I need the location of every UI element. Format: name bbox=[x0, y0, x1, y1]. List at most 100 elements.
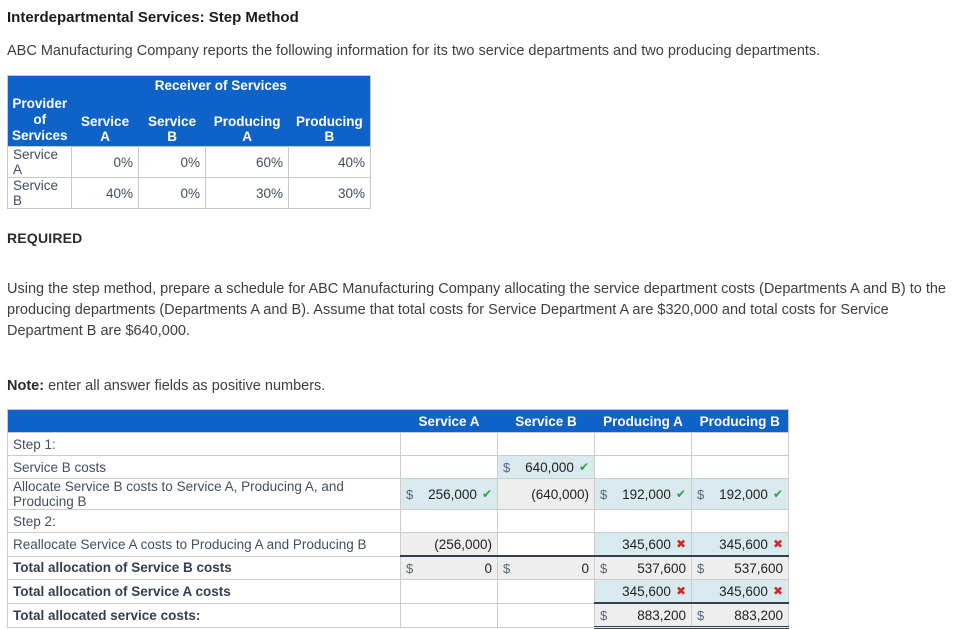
cell-value: (640,000) bbox=[531, 486, 589, 502]
correct-icon: ✔ bbox=[772, 487, 783, 501]
cell-value: 0 bbox=[484, 560, 492, 576]
incorrect-icon: ✖ bbox=[675, 537, 686, 551]
cell-content: (640,000) bbox=[498, 483, 594, 505]
answer-input-cell[interactable]: $256,000 ✔ bbox=[400, 478, 498, 510]
cell-value: 640,000 bbox=[525, 459, 574, 475]
cell-content bbox=[692, 510, 788, 532]
calculated-cell: (640,000) bbox=[497, 478, 595, 510]
services-matrix-table: Receiver of Services Provider of Service… bbox=[6, 75, 372, 209]
calculated-cell: $883,200 bbox=[691, 602, 789, 629]
column-header: Producing A bbox=[594, 409, 692, 433]
allocation-table-body: Step 1: Service B costs $640,000 ✔ Allocate … bbox=[7, 432, 789, 629]
cell-content bbox=[692, 456, 788, 478]
column-header-producing-a: Producing A bbox=[205, 95, 289, 147]
empty-cell bbox=[400, 455, 498, 479]
row-label: Total allocation of Service A costs bbox=[7, 579, 401, 604]
matrix-cell: 30% bbox=[288, 177, 372, 209]
matrix-cell: 60% bbox=[205, 146, 290, 178]
cell-content bbox=[401, 510, 497, 532]
dollar-sign: $ bbox=[406, 560, 414, 576]
dollar-sign: $ bbox=[600, 560, 608, 576]
empty-cell bbox=[400, 432, 498, 456]
incorrect-icon: ✖ bbox=[772, 584, 783, 598]
cell-content bbox=[595, 433, 691, 455]
empty-cell bbox=[400, 579, 498, 604]
cell-content bbox=[692, 433, 788, 455]
row-label: Allocate Service B costs to Service A, P… bbox=[7, 478, 401, 510]
note-text: enter all answer fields as positive numb… bbox=[44, 378, 326, 394]
empty-cell bbox=[691, 455, 789, 479]
cell-content bbox=[401, 433, 497, 455]
column-header-service-b: Service B bbox=[138, 95, 206, 147]
cell-content: $883,200 bbox=[595, 604, 691, 626]
cell-content: $883,200 bbox=[692, 604, 788, 626]
answer-input-cell[interactable]: $192,000 ✔ bbox=[691, 478, 789, 510]
dollar-sign: $ bbox=[697, 486, 705, 502]
dollar-sign: $ bbox=[600, 607, 608, 623]
matrix-cell: 40% bbox=[288, 146, 372, 178]
cell-content: $537,600 bbox=[595, 557, 691, 579]
cell-content bbox=[595, 510, 691, 532]
cell-value: 256,000 bbox=[428, 486, 477, 502]
dollar-sign: $ bbox=[697, 560, 705, 576]
empty-cell bbox=[400, 602, 498, 628]
empty-cell bbox=[594, 509, 692, 533]
answer-input-cell[interactable]: 345,600 ✖ bbox=[594, 579, 692, 604]
answer-input-cell[interactable]: 345,600 ✖ bbox=[691, 532, 789, 557]
intro-paragraph: ABC Manufacturing Company reports the fo… bbox=[7, 43, 821, 59]
answer-input-cell[interactable]: 345,600 ✖ bbox=[691, 579, 789, 604]
cell-value: 0 bbox=[581, 560, 589, 576]
table-row: Service B 40% 0% 30% 30% bbox=[6, 177, 372, 209]
correct-icon: ✔ bbox=[481, 487, 492, 501]
cell-value: 345,600 bbox=[622, 583, 671, 599]
answer-input-cell[interactable]: 345,600 ✖ bbox=[594, 532, 692, 557]
matrix-cell: 0% bbox=[138, 146, 207, 178]
cell-content: $0 bbox=[401, 557, 497, 579]
answer-input-cell[interactable]: $640,000 ✔ bbox=[497, 455, 595, 479]
cell-value: 883,200 bbox=[637, 607, 686, 623]
cell-content bbox=[498, 580, 594, 602]
table-row: Total allocation of Service B costs $0 $0 $… bbox=[7, 555, 789, 580]
matrix-cell: 30% bbox=[205, 177, 290, 209]
row-label: Reallocate Service A costs to Producing … bbox=[7, 532, 401, 557]
cell-content: $192,000 ✔ bbox=[595, 483, 691, 505]
answer-input-cell[interactable]: $192,000 ✔ bbox=[594, 478, 692, 510]
row-label: Total allocated service costs: bbox=[7, 602, 401, 628]
cell-content bbox=[498, 433, 594, 455]
cell-value: 345,600 bbox=[719, 583, 768, 599]
receiver-of-services-header: Receiver of Services bbox=[71, 75, 371, 95]
cell-value: 192,000 bbox=[719, 486, 768, 502]
empty-cell bbox=[497, 532, 595, 557]
empty-cell bbox=[497, 509, 595, 533]
empty-cell bbox=[497, 602, 595, 628]
row-label: Total allocation of Service B costs bbox=[7, 555, 401, 580]
required-heading: REQUIRED bbox=[7, 230, 83, 246]
instructions-paragraph: Using the step method, prepare a schedul… bbox=[7, 281, 946, 339]
dollar-sign: $ bbox=[600, 486, 608, 502]
row-label: Step 2: bbox=[7, 509, 401, 533]
column-header-producing-b: Producing B bbox=[288, 95, 371, 147]
matrix-cell: 0% bbox=[71, 146, 140, 178]
calculated-cell: $537,600 bbox=[691, 555, 789, 580]
allocation-header-row: Service A Service B Producing A Producing B bbox=[7, 409, 789, 433]
cell-content bbox=[498, 510, 594, 532]
table-row: Service B costs $640,000 ✔ bbox=[7, 455, 789, 479]
cell-content: $0 bbox=[498, 557, 594, 579]
column-header: Service B bbox=[497, 409, 595, 433]
table-row: Service A 0% 0% 60% 40% bbox=[6, 146, 372, 178]
cell-content bbox=[498, 533, 594, 555]
cell-content: (256,000) bbox=[401, 533, 497, 555]
cell-content bbox=[498, 604, 594, 626]
cell-content bbox=[401, 580, 497, 602]
cell-content bbox=[595, 456, 691, 478]
matrix-header-row: Provider of Services Service A Service B… bbox=[7, 95, 371, 147]
cell-content: $537,600 bbox=[692, 557, 788, 579]
cell-value: 537,600 bbox=[734, 560, 783, 576]
allocation-table: Service A Service B Producing A Producing B… bbox=[7, 409, 789, 629]
cell-content: $192,000 ✔ bbox=[692, 483, 788, 505]
cell-content: 345,600 ✖ bbox=[692, 580, 788, 602]
matrix-corner-cell bbox=[7, 75, 72, 95]
table-row: Total allocated service costs: $883,200 $8… bbox=[7, 602, 789, 629]
cell-content: 345,600 ✖ bbox=[595, 580, 691, 602]
